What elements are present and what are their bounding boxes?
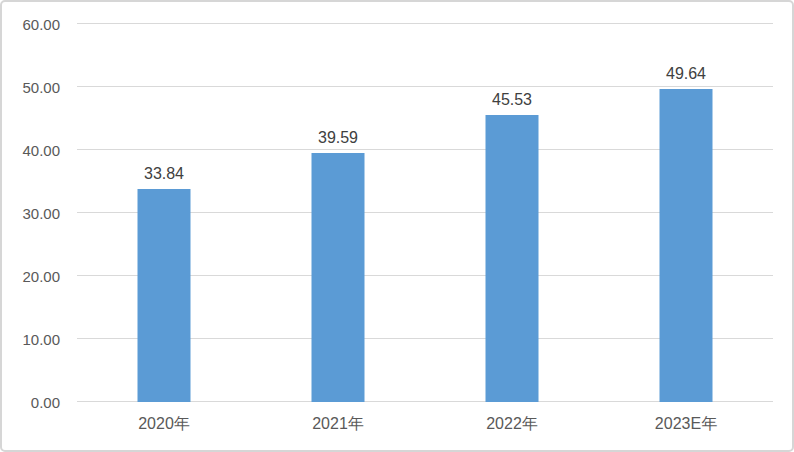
x-tick-label: 2023E年 — [655, 414, 717, 433]
bar-2021年 — [312, 153, 365, 402]
y-axis: 0.0010.0020.0030.0040.0050.0060.00 — [2, 24, 60, 402]
y-tick-label: 10.00 — [2, 332, 60, 347]
bar-chart: 33.84 39.59 45.53 49.64 0.00 10.00 20.00 30.00… — [0, 0, 794, 452]
bar-2020年 — [138, 189, 191, 402]
bar-column: 39.59 — [251, 24, 425, 402]
bar-2023E年 — [660, 89, 713, 402]
y-tick-label: 0.00 — [2, 395, 60, 410]
x-tick-label: 2020年 — [138, 414, 190, 433]
plot-area: 33.84 39.59 45.53 49.64 — [77, 24, 773, 402]
x-axis: 2020年 2021年 2022年 2023E年 — [77, 414, 773, 444]
data-label: 39.59 — [318, 130, 358, 146]
y-tick-label: 20.00 — [2, 269, 60, 284]
bar-2022年 — [486, 115, 539, 402]
x-tick-label: 2022年 — [486, 414, 538, 433]
bar-column: 49.64 — [599, 24, 773, 402]
y-tick-label: 50.00 — [2, 80, 60, 95]
data-label: 33.84 — [144, 166, 184, 182]
bar-column: 33.84 — [77, 24, 251, 402]
x-tick-label: 2021年 — [312, 414, 364, 433]
data-label: 49.64 — [666, 66, 706, 82]
bar-column: 45.53 — [425, 24, 599, 402]
y-tick-label: 60.00 — [2, 17, 60, 32]
y-tick-label: 30.00 — [2, 206, 60, 221]
y-tick-label: 40.00 — [2, 143, 60, 158]
data-label: 45.53 — [492, 92, 532, 108]
